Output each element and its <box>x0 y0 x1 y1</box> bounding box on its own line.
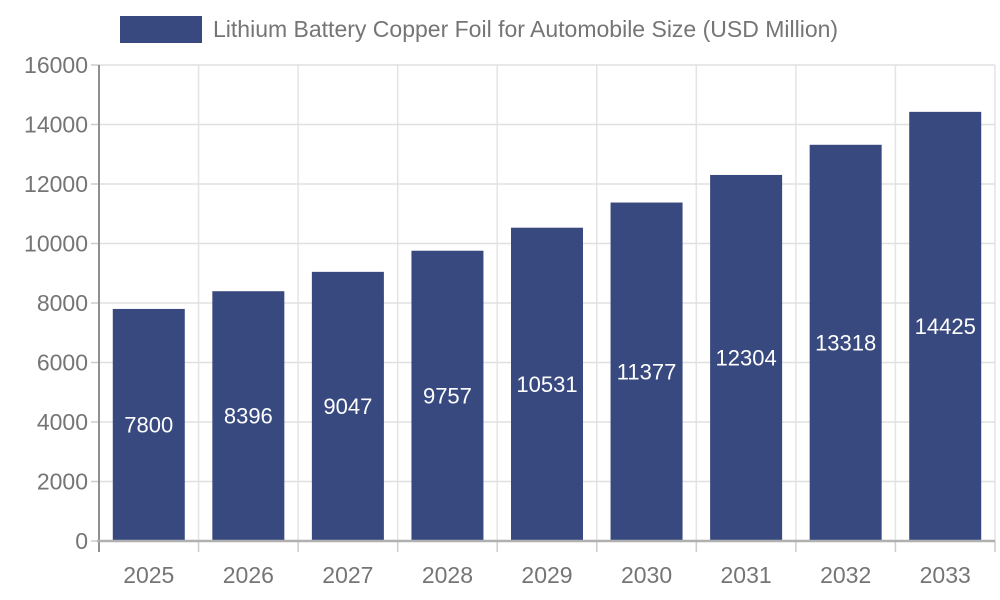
legend-swatch[interactable] <box>120 16 202 43</box>
bar-2029 <box>511 227 583 541</box>
bar-2032 <box>809 144 882 542</box>
bar-2030 <box>610 202 683 542</box>
bar-2026 <box>212 291 285 541</box>
x-axis-label: 2031 <box>721 562 772 588</box>
bar-value-label: 8396 <box>224 404 273 429</box>
x-axis-label: 2033 <box>920 562 971 588</box>
y-axis-label: 14000 <box>24 112 88 138</box>
legend-label[interactable]: Lithium Battery Copper Foil for Automobi… <box>213 16 839 42</box>
bar-value-label: 13318 <box>815 330 876 355</box>
x-axis-label: 2028 <box>422 562 473 588</box>
y-axis-label: 0 <box>75 528 88 554</box>
y-axis-label: 16000 <box>24 52 88 78</box>
y-axis-label: 10000 <box>24 231 88 257</box>
bar-value-label: 11377 <box>617 359 677 384</box>
chart-legend[interactable]: Lithium Battery Copper Foil for Automobi… <box>120 16 838 43</box>
bar-value-label: 7800 <box>124 412 173 437</box>
x-axis-label: 2032 <box>820 562 871 588</box>
y-axis-label: 8000 <box>37 290 88 316</box>
bar-2033 <box>909 111 982 541</box>
bar-2027 <box>311 271 384 541</box>
bar-2025 <box>112 308 185 541</box>
y-axis-label: 6000 <box>37 350 88 376</box>
bar-2031 <box>710 174 783 541</box>
bar-value-label: 10531 <box>516 372 577 397</box>
x-axis-label: 2027 <box>322 562 373 588</box>
x-axis-label: 2030 <box>621 562 672 588</box>
x-axis-label: 2025 <box>123 562 174 588</box>
bar-value-label: 12304 <box>716 345 777 370</box>
x-axis-label: 2029 <box>521 562 572 588</box>
bar-2028 <box>411 250 484 541</box>
y-axis-label: 2000 <box>37 469 88 495</box>
bar-value-label: 14425 <box>915 314 976 339</box>
bar-value-label: 9047 <box>323 394 372 419</box>
y-axis-label: 4000 <box>37 409 88 435</box>
x-axis-label: 2026 <box>223 562 274 588</box>
bar-value-label: 9757 <box>423 383 472 408</box>
y-axis-label: 12000 <box>24 171 88 197</box>
